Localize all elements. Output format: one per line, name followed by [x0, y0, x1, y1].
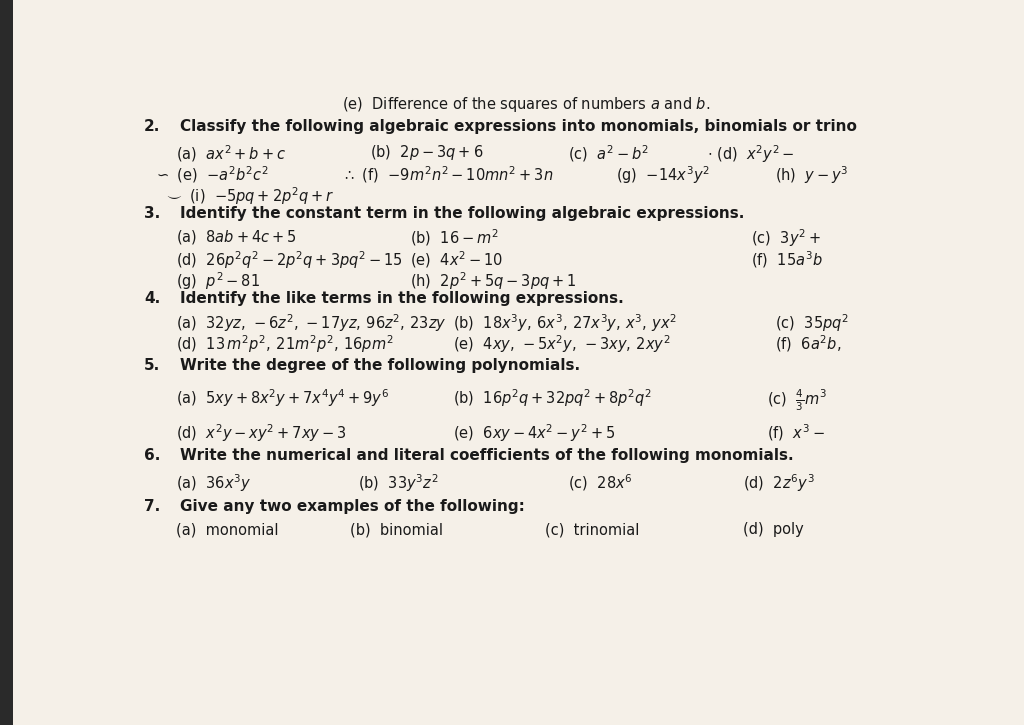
- Text: Give any two examples of the following:: Give any two examples of the following:: [179, 499, 524, 514]
- Text: (a)  $5xy+8x^2y+7x^4y^4+9y^6$: (a) $5xy+8x^2y+7x^4y^4+9y^6$: [176, 387, 389, 409]
- Text: (c)  $3y^2+$: (c) $3y^2+$: [751, 228, 821, 249]
- Text: 5.: 5.: [143, 358, 160, 373]
- Text: $\cdot$ (d)  $x^2y^2-$: $\cdot$ (d) $x^2y^2-$: [708, 143, 795, 165]
- Text: Write the degree of the following polynomials.: Write the degree of the following polyno…: [179, 358, 580, 373]
- Text: 2.: 2.: [143, 120, 160, 134]
- Text: (f)  $6a^2b,$: (f) $6a^2b,$: [775, 334, 841, 355]
- Text: (g)  $p^2-81$: (g) $p^2-81$: [176, 270, 260, 291]
- Text: (b)  $33y^3z^2$: (b) $33y^3z^2$: [358, 472, 439, 494]
- Text: (c)  $\frac{4}{3}m^3$: (c) $\frac{4}{3}m^3$: [767, 387, 826, 413]
- Text: (a)  $32yz,\,-6z^2,\,-17yz,\,96z^2,\,23zy$: (a) $32yz,\,-6z^2,\,-17yz,\,96z^2,\,23zy…: [176, 312, 446, 334]
- Text: 6.: 6.: [143, 448, 160, 463]
- Text: (b)  $16p^2q+32pq^2+8p^2q^2$: (b) $16p^2q+32pq^2+8p^2q^2$: [454, 387, 652, 409]
- Text: (b)  $16-m^2$: (b) $16-m^2$: [410, 228, 499, 249]
- Text: (c)  $35pq^2$: (c) $35pq^2$: [775, 312, 849, 334]
- Text: (d)  $26p^2q^2-2p^2q+3pq^2-15$: (d) $26p^2q^2-2p^2q+3pq^2-15$: [176, 249, 402, 270]
- Text: (d)  poly: (d) poly: [743, 523, 804, 537]
- Text: $\therefore$ (f)  $-9m^2n^2-10mn^2+3n$: $\therefore$ (f) $-9m^2n^2-10mn^2+3n$: [342, 164, 554, 185]
- Text: (g)  $-14x^3y^2$: (g) $-14x^3y^2$: [616, 164, 710, 186]
- Text: (e)  $4x^2-10$: (e) $4x^2-10$: [410, 249, 503, 270]
- Text: (d)  $x^2y-xy^2+7xy-3$: (d) $x^2y-xy^2+7xy-3$: [176, 422, 346, 444]
- Text: (h)  $2p^2+5q-3pq+1$: (h) $2p^2+5q-3pq+1$: [410, 270, 577, 291]
- Text: (b)  $18x^3y,\,6x^3,\,27x^3y,\,x^3,\,yx^2$: (b) $18x^3y,\,6x^3,\,27x^3y,\,x^3,\,yx^2…: [454, 312, 678, 334]
- Text: 3.: 3.: [143, 206, 160, 221]
- Text: (f)  $x^3-$: (f) $x^3-$: [767, 422, 824, 443]
- Text: Identify the constant term in the following algebraic expressions.: Identify the constant term in the follow…: [179, 206, 744, 221]
- Text: (a)  $36x^3y$: (a) $36x^3y$: [176, 472, 251, 494]
- Text: (e)  $6xy-4x^2-y^2+5$: (e) $6xy-4x^2-y^2+5$: [454, 422, 615, 444]
- Text: (e)  Difference of the squares of numbers $a$ and $b$.: (e) Difference of the squares of numbers…: [342, 96, 711, 115]
- Text: (b)  $2p-3q+6$: (b) $2p-3q+6$: [370, 143, 483, 162]
- Text: (a)  $8ab+4c+5$: (a) $8ab+4c+5$: [176, 228, 296, 246]
- Text: (b)  binomial: (b) binomial: [350, 523, 443, 537]
- Text: (c)  $28x^6$: (c) $28x^6$: [568, 472, 633, 493]
- Text: (c)  trinomial: (c) trinomial: [545, 523, 639, 537]
- Text: Classify the following algebraic expressions into monomials, binomials or trino: Classify the following algebraic express…: [179, 120, 856, 134]
- Text: 4.: 4.: [143, 291, 160, 307]
- Text: Write the numerical and literal coefficients of the following monomials.: Write the numerical and literal coeffici…: [179, 448, 794, 463]
- Text: $\backsim$ (e)  $-a^2b^2c^2$: $\backsim$ (e) $-a^2b^2c^2$: [155, 164, 269, 185]
- Text: (a)  $ax^2+b+c$: (a) $ax^2+b+c$: [176, 143, 286, 164]
- Text: 7.: 7.: [143, 499, 160, 514]
- Text: $\smile$ (i)  $-5pq+2p^2q+r$: $\smile$ (i) $-5pq+2p^2q+r$: [164, 186, 334, 207]
- Text: (c)  $a^2-b^2$: (c) $a^2-b^2$: [568, 143, 649, 164]
- Text: (d)  $2z^6y^3$: (d) $2z^6y^3$: [743, 472, 815, 494]
- Text: (e)  $4xy,\,-5x^2y,\,-3xy,\,2xy^2$: (e) $4xy,\,-5x^2y,\,-3xy,\,2xy^2$: [454, 334, 671, 355]
- Text: (f)  $15a^3b$: (f) $15a^3b$: [751, 249, 822, 270]
- Text: (d)  $13\,m^2p^2,\,21m^2p^2,\,16pm^2$: (d) $13\,m^2p^2,\,21m^2p^2,\,16pm^2$: [176, 334, 393, 355]
- Text: (h)  $y-y^3$: (h) $y-y^3$: [775, 164, 849, 186]
- Text: Identify the like terms in the following expressions.: Identify the like terms in the following…: [179, 291, 624, 307]
- Text: (a)  monomial: (a) monomial: [176, 523, 279, 537]
